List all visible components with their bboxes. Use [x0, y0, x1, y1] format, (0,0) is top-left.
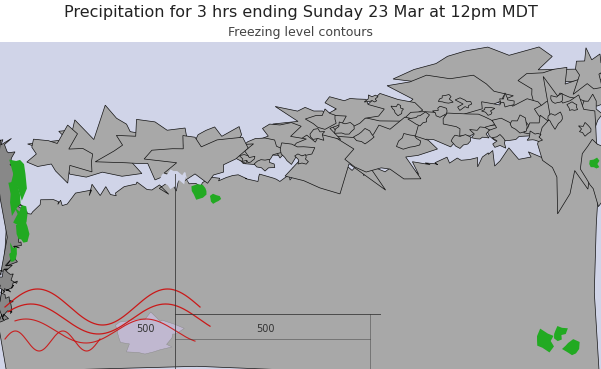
Polygon shape [573, 48, 601, 94]
Text: Precipitation for 3 hrs ending Sunday 23 Mar at 12pm MDT: Precipitation for 3 hrs ending Sunday 23… [64, 5, 537, 20]
Polygon shape [9, 242, 17, 262]
Polygon shape [239, 155, 255, 163]
Polygon shape [273, 107, 346, 149]
Polygon shape [391, 104, 403, 116]
Polygon shape [270, 100, 407, 194]
Polygon shape [518, 68, 601, 114]
Polygon shape [487, 118, 535, 141]
Polygon shape [0, 142, 600, 369]
Polygon shape [191, 184, 207, 200]
Polygon shape [305, 109, 336, 130]
Polygon shape [510, 115, 527, 133]
Polygon shape [9, 160, 27, 201]
Polygon shape [393, 47, 601, 118]
Polygon shape [27, 125, 93, 183]
Polygon shape [567, 102, 578, 110]
Polygon shape [455, 98, 472, 110]
Polygon shape [481, 107, 495, 115]
Polygon shape [294, 154, 308, 164]
Polygon shape [408, 112, 430, 126]
Text: 500: 500 [256, 324, 274, 334]
Polygon shape [438, 94, 453, 103]
Polygon shape [254, 159, 275, 171]
Polygon shape [334, 122, 354, 134]
Polygon shape [576, 94, 601, 136]
Polygon shape [325, 97, 384, 130]
Polygon shape [537, 329, 554, 352]
Polygon shape [195, 127, 242, 152]
Polygon shape [551, 93, 563, 103]
Polygon shape [353, 128, 374, 144]
Polygon shape [443, 113, 496, 136]
Polygon shape [28, 105, 163, 177]
Polygon shape [465, 96, 560, 135]
Text: Freezing level contours: Freezing level contours [228, 26, 373, 39]
Polygon shape [469, 127, 489, 139]
Polygon shape [308, 93, 429, 150]
Polygon shape [310, 129, 325, 140]
Polygon shape [433, 106, 447, 117]
Polygon shape [13, 205, 28, 228]
Polygon shape [0, 290, 13, 323]
Polygon shape [395, 112, 475, 147]
Polygon shape [0, 138, 28, 275]
Polygon shape [364, 95, 378, 102]
Polygon shape [451, 135, 471, 148]
Polygon shape [579, 123, 591, 136]
Polygon shape [397, 134, 421, 149]
Polygon shape [387, 75, 513, 132]
Polygon shape [216, 140, 254, 163]
Polygon shape [534, 93, 590, 127]
Polygon shape [8, 182, 20, 216]
Polygon shape [581, 139, 601, 207]
Polygon shape [238, 138, 287, 165]
Polygon shape [562, 339, 579, 355]
Polygon shape [210, 194, 221, 204]
Polygon shape [160, 169, 189, 189]
Text: 500: 500 [136, 324, 154, 334]
Polygon shape [333, 117, 438, 179]
Polygon shape [16, 218, 29, 243]
Polygon shape [537, 76, 597, 214]
Polygon shape [589, 158, 599, 169]
Polygon shape [280, 143, 315, 165]
Polygon shape [492, 135, 506, 148]
Polygon shape [523, 115, 563, 141]
Polygon shape [554, 326, 568, 341]
Polygon shape [0, 269, 17, 293]
Polygon shape [527, 131, 543, 141]
Polygon shape [499, 93, 514, 107]
Polygon shape [144, 135, 248, 183]
Polygon shape [548, 112, 563, 130]
Polygon shape [96, 120, 203, 180]
Polygon shape [115, 312, 185, 354]
Polygon shape [253, 123, 307, 158]
